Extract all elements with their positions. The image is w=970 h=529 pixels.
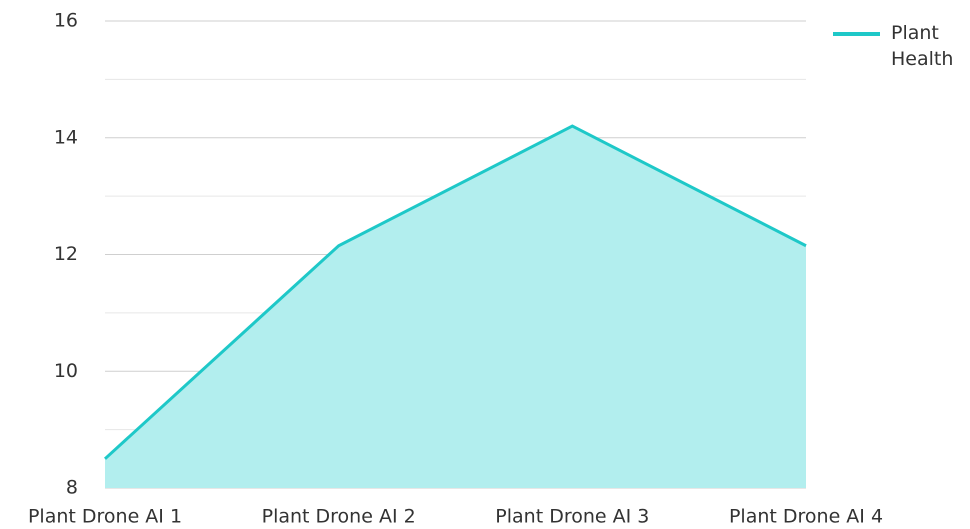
x-tick-label: Plant Drone AI 3 <box>495 506 649 528</box>
x-tick-label: Plant Drone AI 2 <box>262 506 416 528</box>
x-tick-label: Plant Drone AI 4 <box>729 506 883 528</box>
area-line <box>103 124 807 460</box>
y-tick-label: 8 <box>66 477 78 499</box>
y-tick-label: 14 <box>54 126 78 148</box>
legend-label: Plant Health <box>891 22 954 70</box>
y-tick-label: 10 <box>54 360 78 382</box>
x-tick-label: Plant Drone AI 1 <box>28 506 182 528</box>
area-fill <box>105 126 806 488</box>
y-tick-label: 12 <box>54 243 78 265</box>
y-tick-label: 16 <box>54 10 78 32</box>
